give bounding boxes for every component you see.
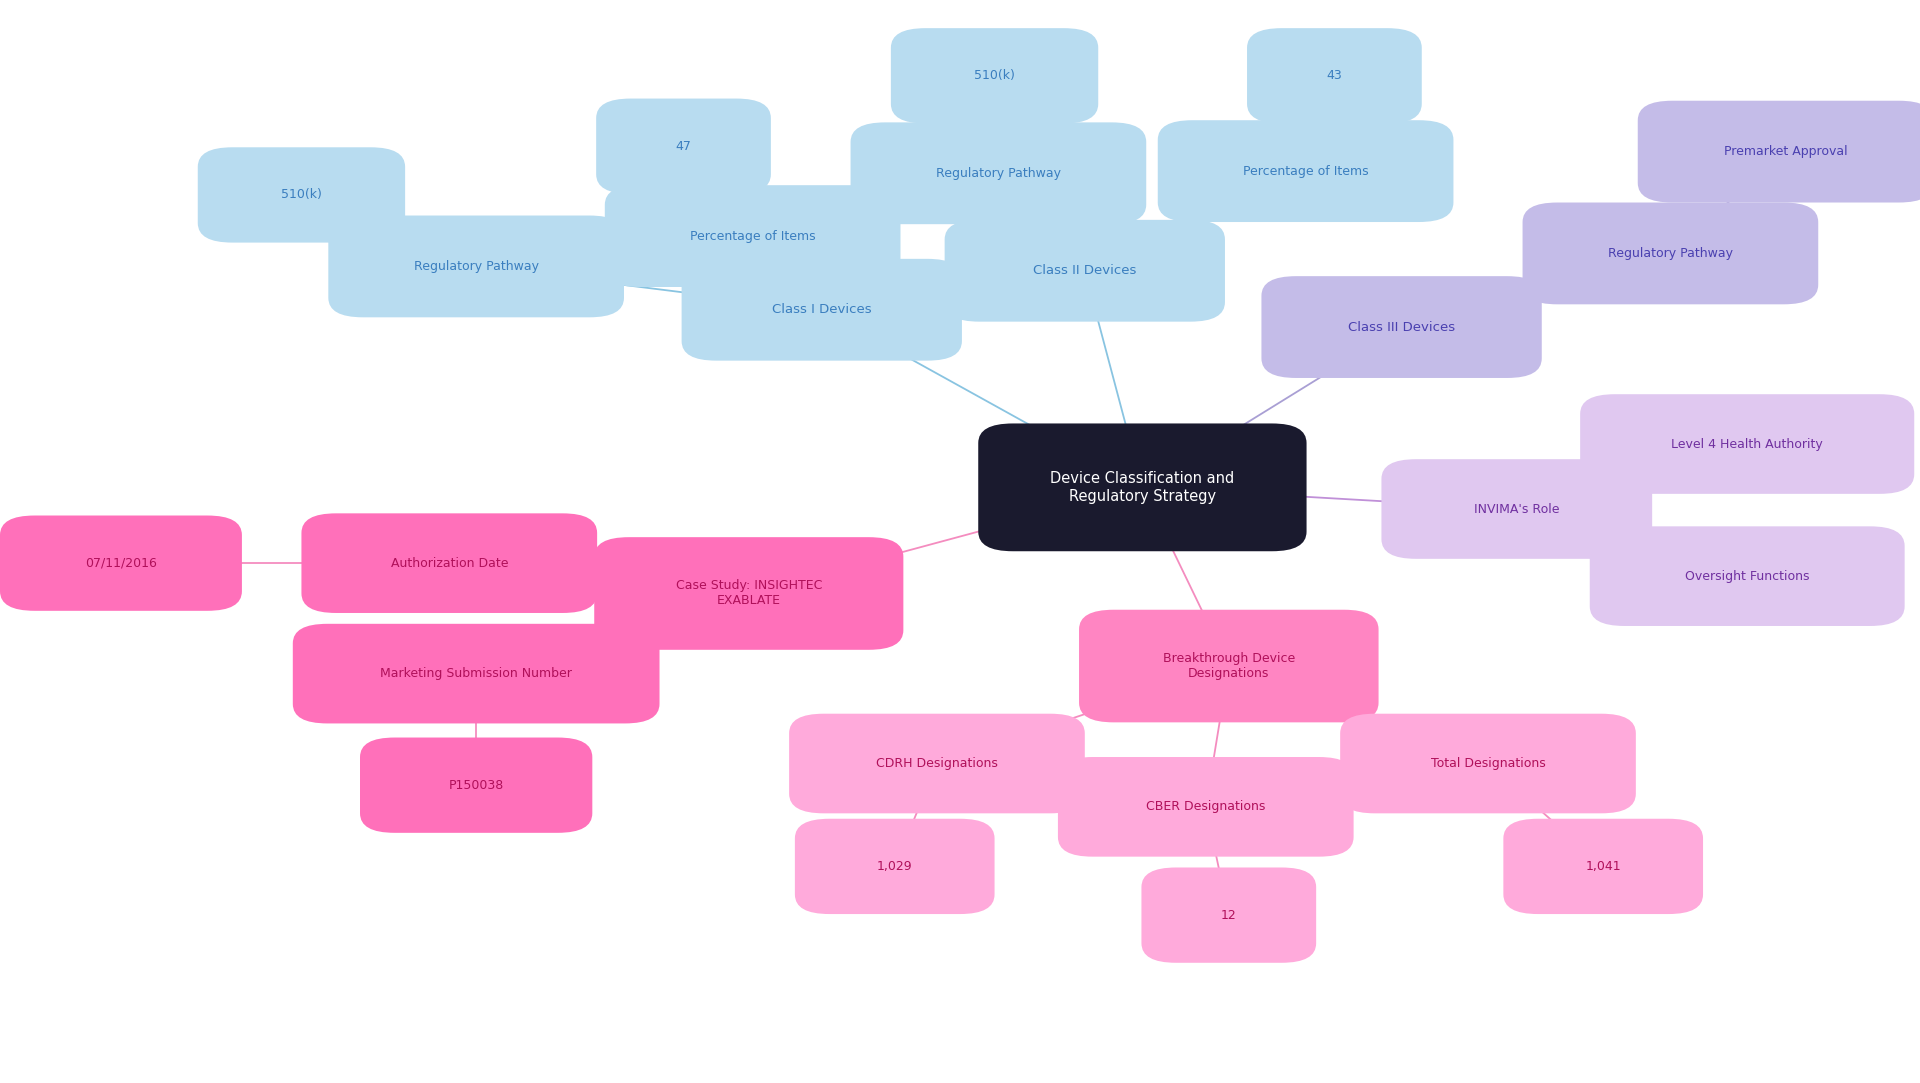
FancyBboxPatch shape bbox=[1523, 203, 1818, 304]
Text: Class III Devices: Class III Devices bbox=[1348, 321, 1455, 334]
Text: 510(k): 510(k) bbox=[280, 188, 323, 201]
Text: Class II Devices: Class II Devices bbox=[1033, 264, 1137, 277]
Text: INVIMA's Role: INVIMA's Role bbox=[1475, 503, 1559, 516]
FancyBboxPatch shape bbox=[361, 738, 591, 833]
Text: Authorization Date: Authorization Date bbox=[390, 557, 509, 570]
FancyBboxPatch shape bbox=[1580, 394, 1914, 494]
FancyBboxPatch shape bbox=[1140, 867, 1317, 963]
FancyBboxPatch shape bbox=[1590, 526, 1905, 626]
Text: Premarket Approval: Premarket Approval bbox=[1724, 145, 1847, 158]
FancyBboxPatch shape bbox=[1382, 459, 1651, 559]
FancyBboxPatch shape bbox=[1261, 276, 1542, 378]
FancyBboxPatch shape bbox=[605, 185, 900, 287]
Text: 12: 12 bbox=[1221, 909, 1236, 922]
Text: 47: 47 bbox=[676, 140, 691, 153]
FancyBboxPatch shape bbox=[595, 537, 902, 650]
Text: 43: 43 bbox=[1327, 69, 1342, 82]
FancyBboxPatch shape bbox=[851, 122, 1146, 224]
FancyBboxPatch shape bbox=[977, 423, 1306, 551]
FancyBboxPatch shape bbox=[795, 819, 995, 914]
FancyBboxPatch shape bbox=[292, 624, 660, 723]
Text: P150038: P150038 bbox=[449, 779, 503, 792]
Text: 510(k): 510(k) bbox=[973, 69, 1016, 82]
FancyBboxPatch shape bbox=[682, 259, 962, 361]
Text: Total Designations: Total Designations bbox=[1430, 757, 1546, 770]
Text: CBER Designations: CBER Designations bbox=[1146, 800, 1265, 813]
FancyBboxPatch shape bbox=[328, 216, 624, 317]
Text: 1,041: 1,041 bbox=[1586, 860, 1620, 873]
Text: Marketing Submission Number: Marketing Submission Number bbox=[380, 667, 572, 680]
Text: Regulatory Pathway: Regulatory Pathway bbox=[1607, 247, 1734, 260]
FancyBboxPatch shape bbox=[1503, 819, 1703, 914]
FancyBboxPatch shape bbox=[301, 513, 597, 613]
Text: Level 4 Health Authority: Level 4 Health Authority bbox=[1670, 438, 1824, 451]
Text: Percentage of Items: Percentage of Items bbox=[1242, 165, 1369, 178]
Text: Oversight Functions: Oversight Functions bbox=[1686, 570, 1809, 583]
FancyBboxPatch shape bbox=[1340, 714, 1636, 813]
FancyBboxPatch shape bbox=[1248, 28, 1421, 123]
FancyBboxPatch shape bbox=[789, 714, 1085, 813]
Text: CDRH Designations: CDRH Designations bbox=[876, 757, 998, 770]
Text: 07/11/2016: 07/11/2016 bbox=[84, 557, 157, 570]
Text: 1,029: 1,029 bbox=[877, 860, 912, 873]
FancyBboxPatch shape bbox=[1638, 101, 1920, 203]
FancyBboxPatch shape bbox=[1158, 120, 1453, 222]
FancyBboxPatch shape bbox=[595, 99, 770, 194]
Text: Breakthrough Device
Designations: Breakthrough Device Designations bbox=[1164, 652, 1294, 680]
FancyBboxPatch shape bbox=[891, 28, 1098, 123]
Text: Device Classification and
Regulatory Strategy: Device Classification and Regulatory Str… bbox=[1050, 471, 1235, 504]
Text: Case Study: INSIGHTEC
EXABLATE: Case Study: INSIGHTEC EXABLATE bbox=[676, 579, 822, 608]
FancyBboxPatch shape bbox=[945, 220, 1225, 322]
Text: Percentage of Items: Percentage of Items bbox=[689, 230, 816, 243]
Text: Class I Devices: Class I Devices bbox=[772, 303, 872, 316]
FancyBboxPatch shape bbox=[198, 147, 405, 243]
FancyBboxPatch shape bbox=[0, 516, 242, 611]
Text: Regulatory Pathway: Regulatory Pathway bbox=[935, 167, 1062, 180]
FancyBboxPatch shape bbox=[1079, 610, 1379, 722]
FancyBboxPatch shape bbox=[1058, 757, 1354, 857]
Text: Regulatory Pathway: Regulatory Pathway bbox=[413, 260, 540, 273]
